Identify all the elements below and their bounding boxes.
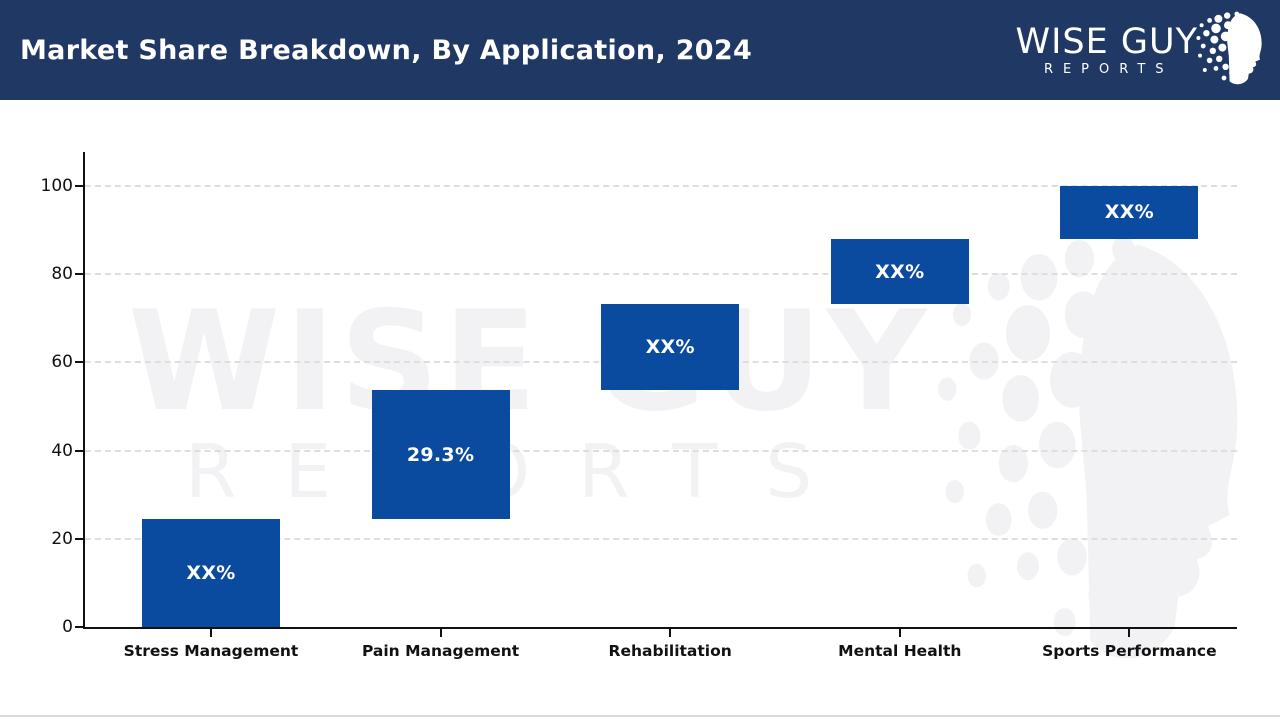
brand-name: WISE GUY: [1015, 21, 1198, 62]
category-label-2: Rehabilitation: [608, 642, 732, 660]
category-label-3: Mental Health: [838, 642, 962, 660]
y-tickmark-20: [75, 537, 85, 540]
y-axis: [83, 152, 85, 629]
chart-title: Market Share Breakdown, By Application, …: [20, 34, 753, 66]
bar-sports-performance: XX%: [1060, 186, 1199, 239]
category-label-1: Pain Management: [361, 642, 520, 660]
bar-pain-management: 29.3%: [371, 390, 510, 520]
category-label-4: Sports Performance: [1042, 642, 1217, 660]
x-tickmark-4: [1128, 629, 1131, 637]
x-tickmark-1: [439, 629, 442, 637]
watermark-subtext: REPORTS: [185, 429, 861, 515]
bar-value-label: XX%: [186, 562, 236, 585]
y-tickmark-100: [75, 185, 85, 187]
x-tickmark-3: [898, 629, 901, 637]
bar-mental-health: XX%: [830, 238, 969, 305]
y-tick-label-100: 100: [40, 176, 73, 196]
x-tickmark-2: [669, 629, 672, 637]
y-tickmark-0: [75, 626, 85, 628]
bottom-divider: [0, 715, 1280, 717]
y-tickmark-60: [75, 361, 85, 364]
y-tick-label-60: 60: [51, 352, 73, 373]
y-tick-label-80: 80: [51, 264, 73, 285]
brand-text: WISE GUY REPORTS: [1015, 24, 1198, 77]
bar-stress-management: XX%: [142, 519, 280, 627]
bar-value-label: XX%: [1104, 201, 1155, 224]
brand-logo: WISE GUY REPORTS: [1015, 0, 1264, 100]
bar-value-label: XX%: [645, 336, 695, 359]
bar-value-label: XX%: [875, 260, 925, 283]
bar-value-label: 29.3%: [406, 443, 475, 466]
y-tick-label-20: 20: [51, 528, 73, 549]
header-bar: Market Share Breakdown, By Application, …: [0, 0, 1280, 100]
y-tickmark-40: [75, 449, 85, 452]
brand-head-icon: [1196, 11, 1262, 85]
gridline-20: [85, 537, 1237, 540]
brand-subtitle: REPORTS: [1043, 61, 1174, 77]
gridline-100: [85, 185, 1237, 187]
gridline-40: [85, 449, 1237, 452]
y-tick-label-0: 0: [62, 617, 73, 637]
category-label-0: Stress Management: [123, 642, 299, 660]
x-tickmark-0: [210, 629, 212, 637]
y-tickmark-80: [75, 273, 85, 276]
bar-rehabilitation: XX%: [601, 304, 740, 391]
gridline-80: [85, 273, 1237, 276]
x-axis: [83, 627, 1237, 629]
y-tick-label-40: 40: [51, 440, 73, 461]
